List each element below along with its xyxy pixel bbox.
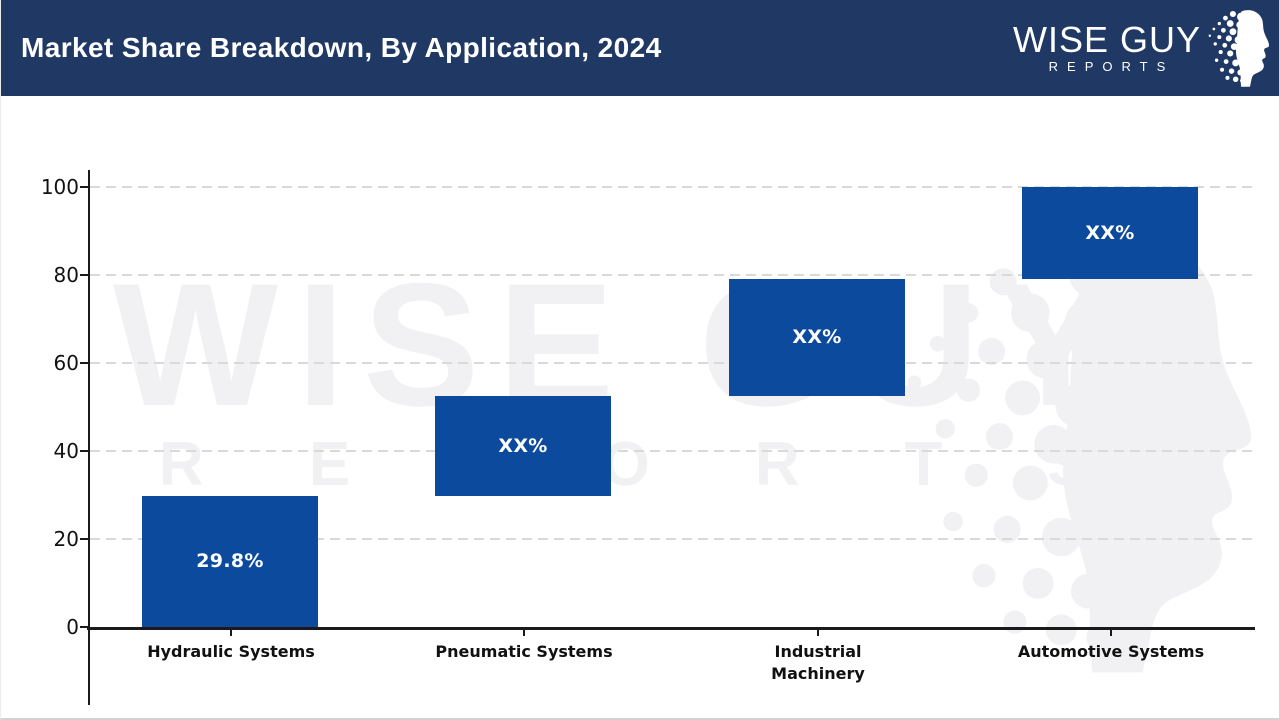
chart-plot-area: WISE GUY REPORTS 0 20 40 60 80 100 bbox=[1, 96, 1279, 718]
x-axis-category-label: Pneumatic Systems bbox=[435, 642, 613, 661]
gridline-20 bbox=[90, 538, 1255, 540]
bar-hydraulic-systems[interactable]: 29.8% bbox=[142, 495, 318, 627]
bar-pneumatic-systems[interactable]: XX% bbox=[435, 396, 611, 496]
chart-title: Market Share Breakdown, By Application, … bbox=[21, 32, 662, 63]
gridline-40 bbox=[90, 450, 1255, 452]
wise-guy-logo: WISE GUY REPORTS bbox=[1013, 4, 1271, 92]
x-tick-mark bbox=[230, 629, 232, 636]
y-tick-mark-60 bbox=[80, 362, 89, 364]
x-axis-category-label: Industrial Machinery bbox=[771, 642, 865, 683]
gridline-60 bbox=[90, 362, 1255, 364]
wise-guy-head-icon bbox=[1203, 6, 1271, 90]
x-axis-category-label: Automotive Systems bbox=[1017, 642, 1205, 661]
y-axis-tick-label: 80 bbox=[53, 263, 79, 287]
x-axis-line bbox=[87, 627, 1255, 630]
watermark-wordmark: WISE GUY bbox=[113, 248, 1133, 443]
y-axis-tick-label: 20 bbox=[53, 527, 79, 551]
x-tick-mark bbox=[1110, 629, 1112, 636]
bar-value-label: XX% bbox=[792, 326, 842, 349]
bar-automotive-systems[interactable]: XX% bbox=[1022, 187, 1198, 279]
x-tick-mark bbox=[817, 629, 819, 636]
logo-subtext: REPORTS bbox=[1048, 59, 1175, 74]
y-tick-mark-80 bbox=[80, 274, 89, 276]
y-axis-tick-label: 100 bbox=[40, 175, 79, 199]
y-axis-tick-label: 40 bbox=[53, 439, 79, 463]
y-tick-mark-100 bbox=[80, 186, 89, 188]
header-bar: Market Share Breakdown, By Application, … bbox=[1, 0, 1279, 96]
logo-wordmark: WISE GUY bbox=[1012, 19, 1201, 60]
bar-value-label: XX% bbox=[1085, 221, 1135, 244]
y-axis-tick-label: 0 bbox=[66, 615, 79, 639]
watermark-head-icon bbox=[873, 220, 1265, 684]
y-axis-line bbox=[88, 170, 90, 705]
bar-value-label: 29.8% bbox=[196, 550, 264, 573]
x-tick-mark bbox=[523, 629, 525, 636]
bar-value-label: XX% bbox=[498, 435, 548, 458]
x-axis-category-label: Hydraulic Systems bbox=[147, 642, 315, 661]
logo-text: WISE GUY REPORTS bbox=[1013, 21, 1201, 75]
y-tick-mark-20 bbox=[80, 538, 89, 540]
y-axis-tick-label: 60 bbox=[53, 351, 79, 375]
gridline-80 bbox=[90, 274, 1255, 276]
bar-industrial-machinery[interactable]: XX% bbox=[729, 278, 905, 397]
gridline-100 bbox=[90, 186, 1255, 188]
y-tick-mark-40 bbox=[80, 450, 89, 452]
y-tick-mark-0 bbox=[80, 626, 89, 628]
watermark-subtext: REPORTS bbox=[159, 430, 1194, 499]
